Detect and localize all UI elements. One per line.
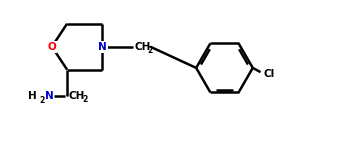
Text: O: O — [47, 42, 56, 52]
Text: N: N — [98, 42, 107, 52]
Text: N: N — [45, 91, 54, 101]
Text: 2: 2 — [82, 95, 87, 104]
Text: CH: CH — [134, 42, 151, 52]
Text: 2: 2 — [148, 46, 153, 55]
Text: Cl: Cl — [263, 69, 275, 79]
Text: H: H — [28, 91, 37, 101]
Text: CH: CH — [69, 91, 85, 101]
Text: 2: 2 — [40, 96, 45, 105]
